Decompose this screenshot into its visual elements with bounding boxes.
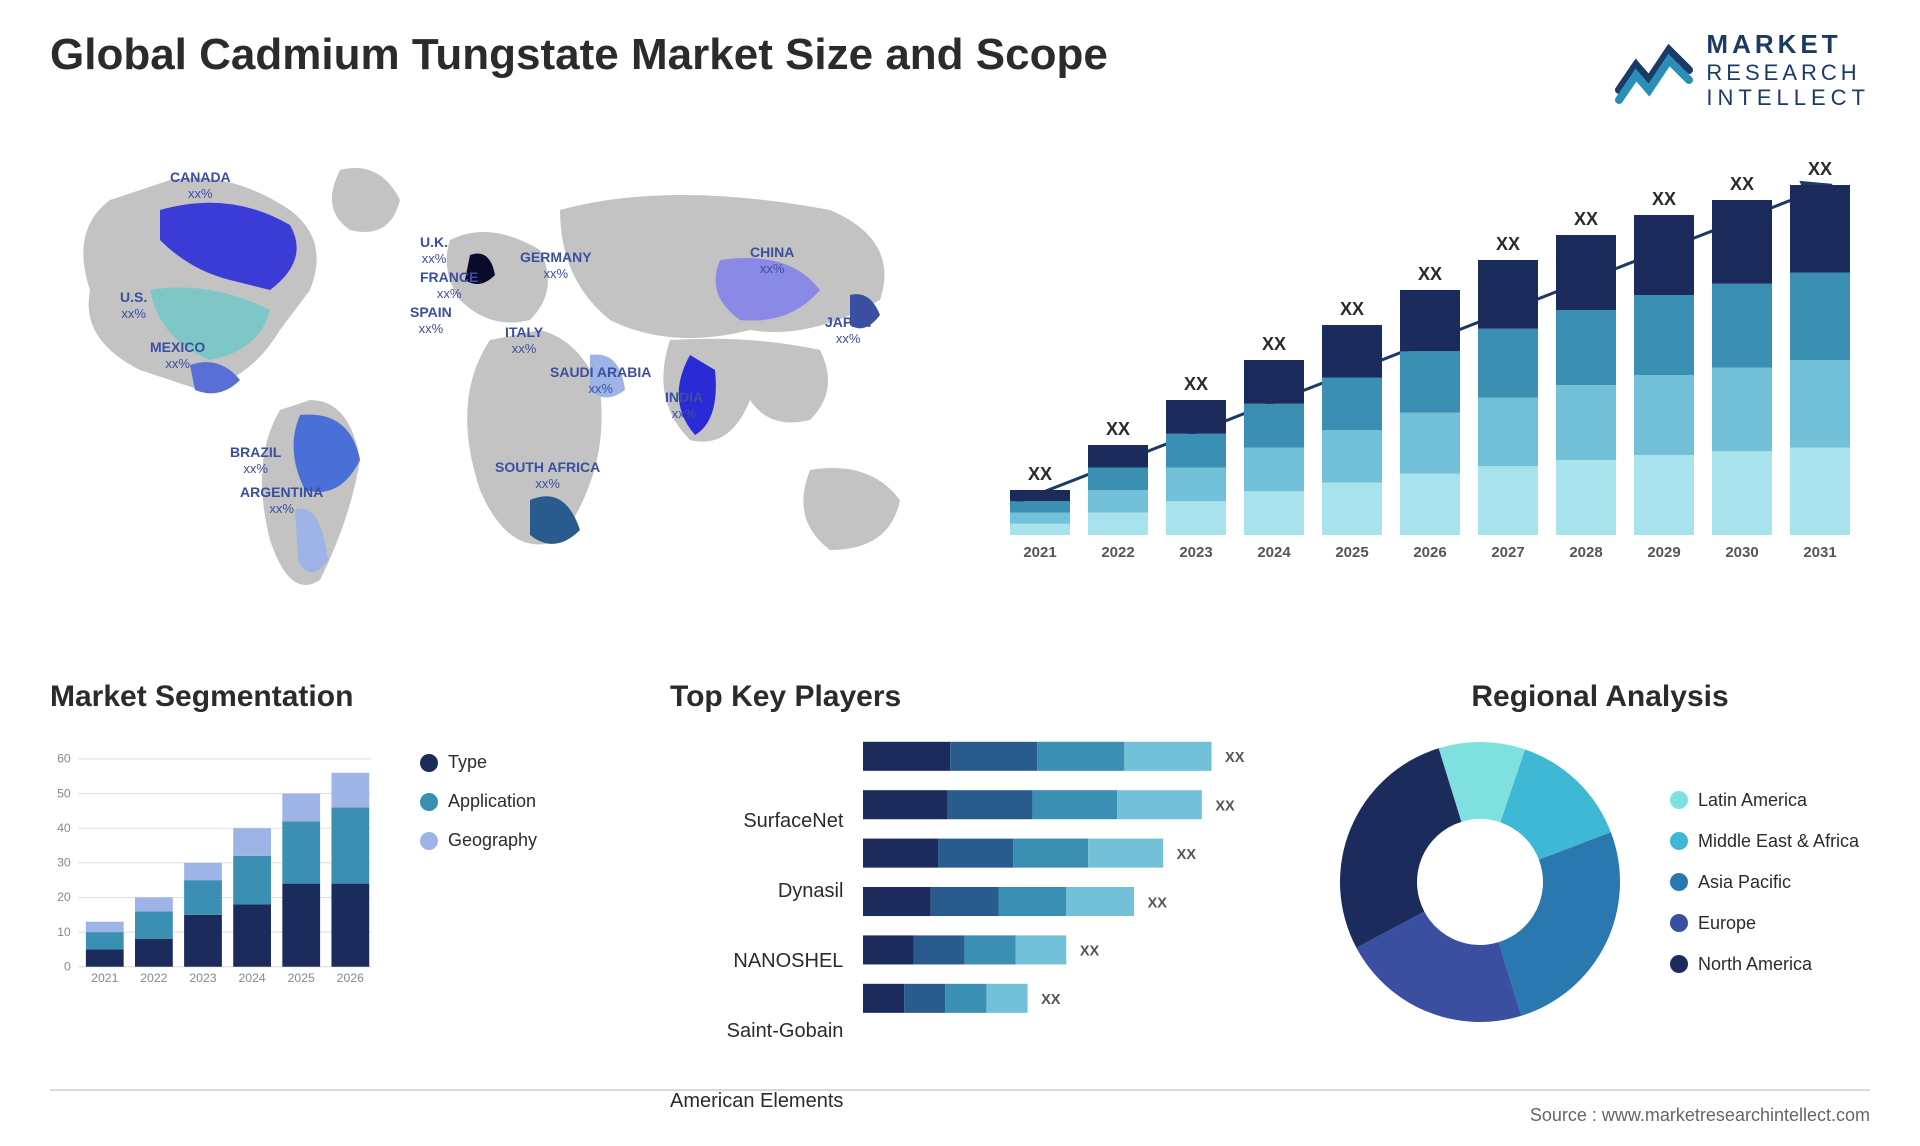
svg-text:XX: XX (1216, 799, 1236, 815)
svg-text:30: 30 (57, 856, 71, 870)
svg-text:XX: XX (1042, 993, 1062, 1009)
region-legend-north-america: North America (1670, 954, 1859, 975)
player-label: Saint-Gobain (727, 1020, 844, 1050)
svg-text:60: 60 (57, 752, 71, 766)
players-title: Top Key Players (670, 680, 1270, 714)
svg-text:2023: 2023 (189, 971, 216, 985)
svg-text:0: 0 (64, 960, 71, 974)
svg-text:2024: 2024 (1257, 544, 1291, 561)
svg-text:2025: 2025 (288, 971, 315, 985)
seg-legend-application: Application (420, 791, 537, 812)
players-labels: SurfaceNet Dynasil NANOSHEL Saint-Gobain Ame… (670, 732, 843, 1140)
svg-text:XX: XX (1808, 159, 1832, 179)
brand-mark-icon (1614, 35, 1694, 105)
brand-logo: MARKET RESEARCH INTELLECT (1614, 30, 1870, 110)
svg-text:XX: XX (1177, 847, 1197, 863)
map-label-u.s.: U.S.xx% (120, 290, 147, 321)
map-label-china: CHINAxx% (750, 245, 794, 276)
svg-text:XX: XX (1106, 419, 1130, 439)
top-row: CANADAxx% U.S.xx%MEXICOxx% BRAZILxx% ARGENT… (50, 140, 1870, 640)
footer-rule (50, 1089, 1870, 1091)
player-label: American Elements (670, 1090, 843, 1120)
segmentation-chart: 0 10 20 30 40 50 60 2021 2022 2023 2024 2025 2026 (50, 732, 390, 1022)
brand-line3: INTELLECT (1706, 85, 1870, 110)
map-label-italy: ITALYxx% (505, 325, 543, 356)
bottom-row: Market Segmentation 0 10 20 30 40 50 60 2021 202… (50, 680, 1870, 1060)
svg-text:XX: XX (1652, 189, 1676, 209)
svg-text:XX: XX (1028, 464, 1052, 484)
regional-donut (1330, 732, 1630, 1032)
main-growth-chart: 2021 XX 2022 XX 2023 XX 2024 XX 2025 XX 2026 XX 2027… (990, 140, 1870, 640)
map-label-south-africa: SOUTH AFRICAxx% (495, 460, 600, 491)
map-label-japan: JAPANxx% (825, 315, 871, 346)
svg-text:XX: XX (1184, 374, 1208, 394)
region-legend-asia-pacific: Asia Pacific (1670, 872, 1859, 893)
map-label-germany: GERMANYxx% (520, 250, 592, 281)
page-title: Global Cadmium Tungstate Market Size and… (50, 30, 1108, 80)
player-label: Dynasil (778, 880, 844, 910)
svg-text:2030: 2030 (1725, 544, 1758, 561)
svg-text:2022: 2022 (140, 971, 167, 985)
segmentation-legend: Type Application Geography (420, 732, 537, 851)
svg-text:2024: 2024 (238, 971, 265, 985)
map-label-argentina: ARGENTINAxx% (240, 485, 323, 516)
svg-text:2026: 2026 (337, 971, 364, 985)
map-label-saudi-arabia: SAUDI ARABIAxx% (550, 365, 651, 396)
source-text: Source : www.marketresearchintellect.com (1530, 1105, 1870, 1126)
svg-text:20: 20 (57, 891, 71, 905)
svg-text:XX: XX (1225, 751, 1245, 767)
region-legend-latin-america: Latin America (1670, 790, 1859, 811)
segmentation-panel: Market Segmentation 0 10 20 30 40 50 60 2021 202… (50, 680, 610, 1022)
regional-title: Regional Analysis (1330, 680, 1870, 714)
svg-text:2022: 2022 (1101, 544, 1134, 561)
region-legend-europe: Europe (1670, 913, 1859, 934)
brand-line2: RESEARCH (1706, 60, 1870, 85)
map-label-canada: CANADAxx% (170, 170, 231, 201)
svg-text:50: 50 (57, 787, 71, 801)
player-label: NANOSHEL (733, 950, 843, 980)
svg-text:2031: 2031 (1803, 544, 1836, 561)
svg-text:2023: 2023 (1179, 544, 1212, 561)
svg-text:XX: XX (1496, 234, 1520, 254)
player-label: SurfaceNet (743, 810, 843, 840)
regional-panel: Regional Analysis Latin America Middle Ea… (1330, 680, 1870, 1032)
map-label-brazil: BRAZILxx% (230, 445, 281, 476)
svg-text:10: 10 (57, 925, 71, 939)
players-chart: XX XX XX XX XX XX (863, 732, 1270, 1042)
regional-legend: Latin America Middle East & Africa Asia Pa… (1670, 790, 1859, 975)
map-label-u.k.: U.K.xx% (420, 235, 448, 266)
players-panel: Top Key Players SurfaceNet Dynasil NANOSHE… (670, 680, 1270, 1140)
map-label-spain: SPAINxx% (410, 305, 452, 336)
svg-text:2021: 2021 (91, 971, 118, 985)
region-legend-middle-east-africa: Middle East & Africa (1670, 831, 1859, 852)
svg-text:XX: XX (1080, 944, 1100, 960)
svg-text:2025: 2025 (1335, 544, 1368, 561)
map-svg (50, 140, 950, 620)
svg-text:2027: 2027 (1491, 544, 1524, 561)
svg-text:XX: XX (1730, 174, 1754, 194)
segmentation-title: Market Segmentation (50, 680, 610, 714)
svg-text:XX: XX (1148, 896, 1168, 912)
brand-line1: MARKET (1706, 30, 1870, 60)
seg-legend-geography: Geography (420, 830, 537, 851)
header: Global Cadmium Tungstate Market Size and… (50, 30, 1870, 110)
map-label-mexico: MEXICOxx% (150, 340, 205, 371)
svg-text:XX: XX (1574, 209, 1598, 229)
world-map: CANADAxx% U.S.xx%MEXICOxx% BRAZILxx% ARGENT… (50, 140, 950, 640)
svg-text:2029: 2029 (1647, 544, 1680, 561)
svg-text:XX: XX (1418, 264, 1442, 284)
svg-text:2026: 2026 (1413, 544, 1446, 561)
svg-text:2021: 2021 (1023, 544, 1056, 561)
svg-text:XX: XX (1340, 299, 1364, 319)
map-label-india: INDIAxx% (665, 390, 703, 421)
svg-text:40: 40 (57, 821, 71, 835)
seg-legend-type: Type (420, 752, 537, 773)
svg-text:XX: XX (1262, 334, 1286, 354)
svg-text:2028: 2028 (1569, 544, 1602, 561)
map-label-france: FRANCExx% (420, 270, 478, 301)
